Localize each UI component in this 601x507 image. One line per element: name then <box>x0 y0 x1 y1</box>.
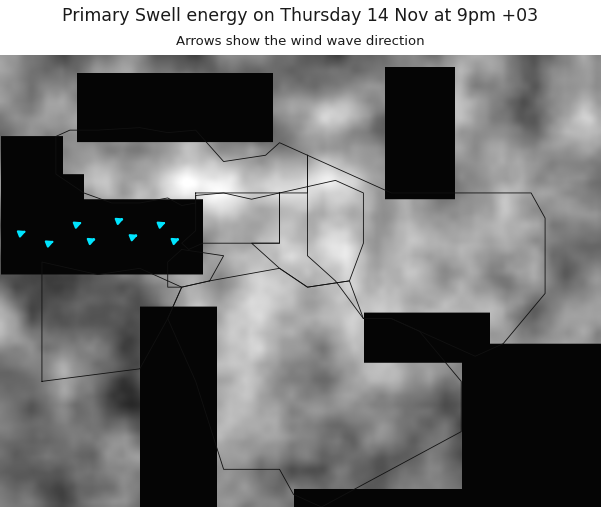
Text: Arrows show the wind wave direction: Arrows show the wind wave direction <box>176 34 425 48</box>
Text: Primary Swell energy on Thursday 14 Nov at 9pm +03: Primary Swell energy on Thursday 14 Nov … <box>63 8 538 25</box>
